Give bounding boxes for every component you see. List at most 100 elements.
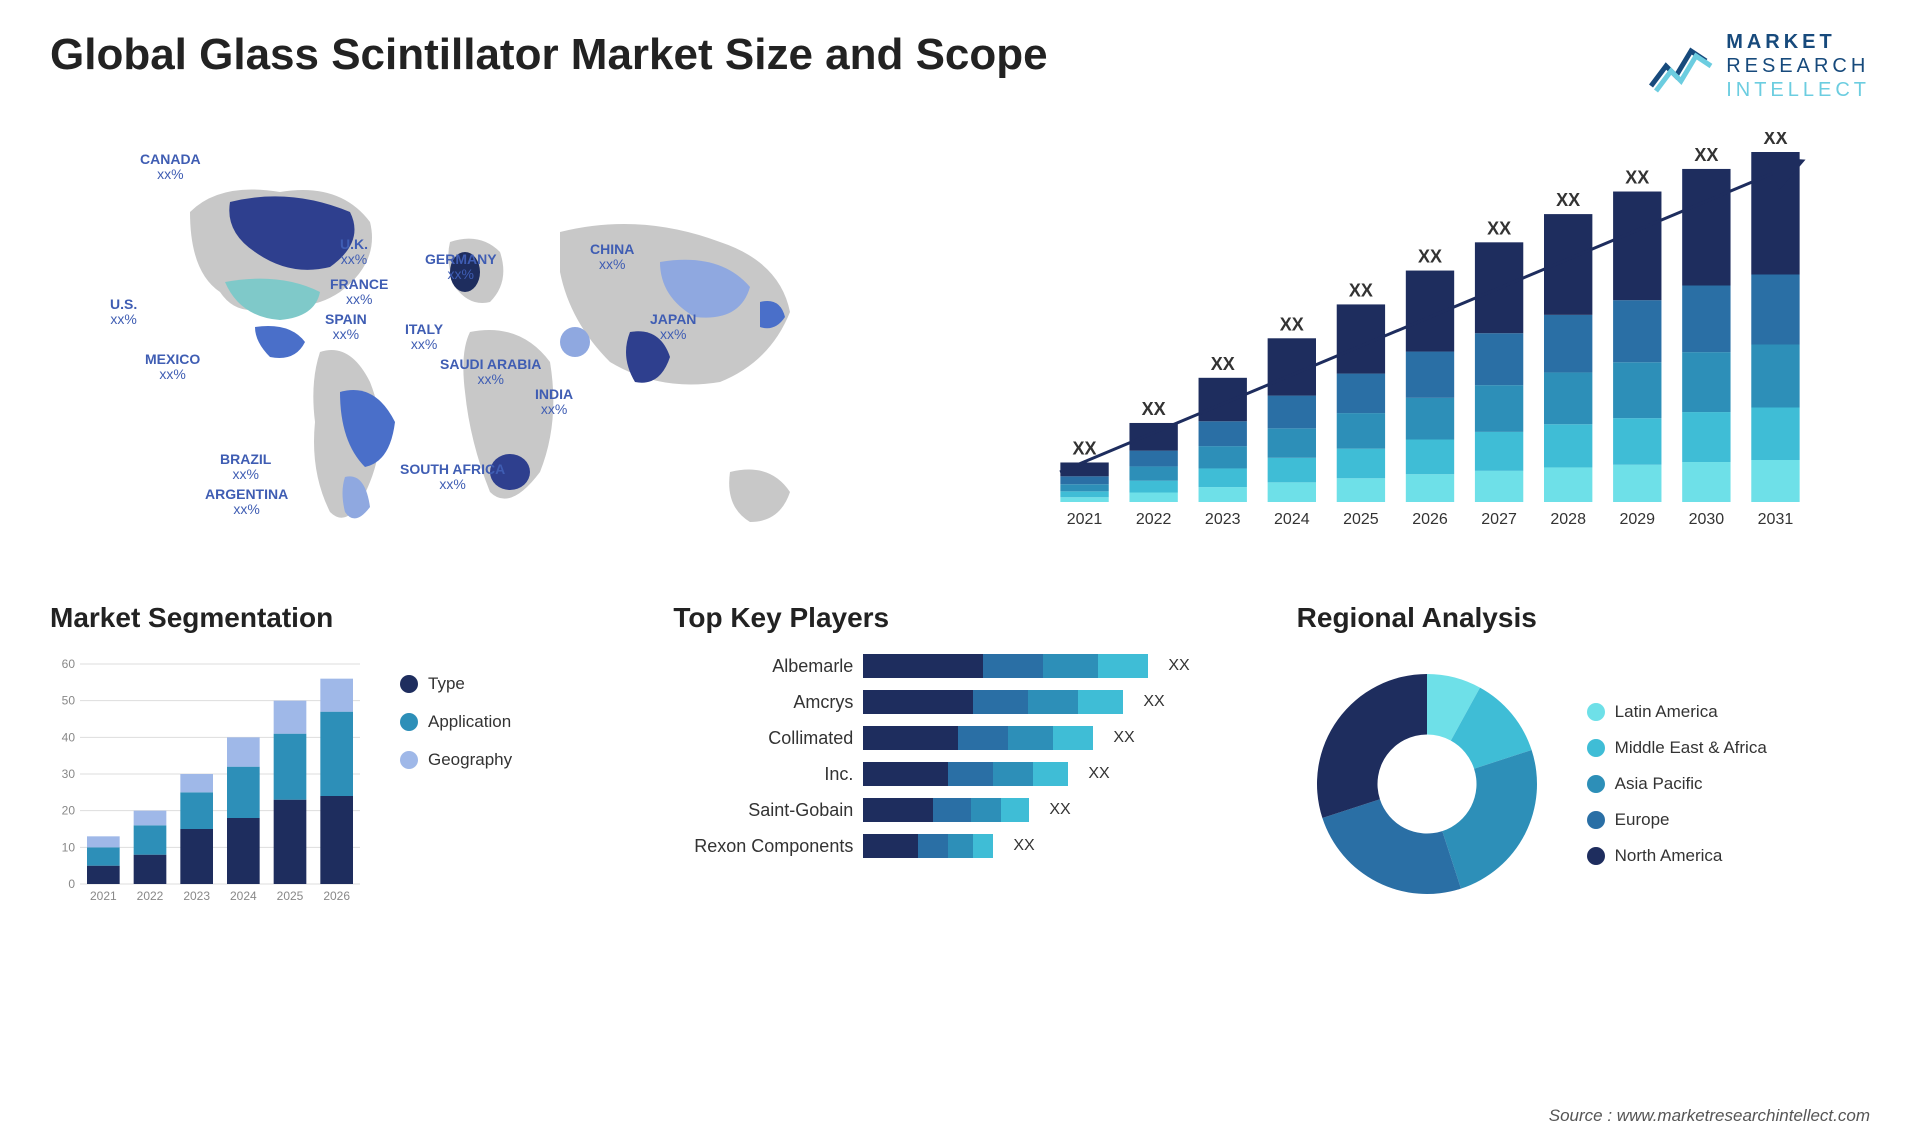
player-row: Albemarle XX bbox=[673, 654, 1246, 678]
player-value: XX bbox=[1013, 837, 1034, 855]
svg-text:2024: 2024 bbox=[1274, 511, 1310, 528]
segmentation-chart: 0 10 20 30 40 50 60 2021 2022 2023 2024 2025 2026 bbox=[50, 654, 370, 914]
svg-text:0: 0 bbox=[68, 877, 75, 891]
svg-text:2023: 2023 bbox=[1205, 511, 1241, 528]
segmentation-legend: Type Application Geography bbox=[400, 654, 512, 914]
source-text: Source : www.marketresearchintellect.com bbox=[1549, 1106, 1870, 1126]
player-bar bbox=[863, 798, 1029, 822]
key-players-chart: AlbemarleXXAmcrysXXCollimatedXXInc.XXSai… bbox=[673, 654, 1246, 858]
svg-text:50: 50 bbox=[62, 694, 76, 708]
legend-item: Latin America bbox=[1587, 702, 1767, 722]
key-players-section: Top Key Players Albemarle XX Amcrys XX Colli… bbox=[673, 602, 1246, 914]
map-label: BRAZILxx% bbox=[220, 452, 271, 483]
player-bar bbox=[863, 654, 1148, 678]
regional-section: Regional Analysis Latin AmericaMiddle Ea… bbox=[1297, 602, 1870, 914]
logo-line3: INTELLECT bbox=[1726, 78, 1870, 102]
svg-text:XX: XX bbox=[1487, 218, 1511, 238]
logo: MARKET RESEARCH INTELLECT bbox=[1646, 30, 1870, 102]
svg-text:2021: 2021 bbox=[1067, 511, 1103, 528]
svg-text:XX: XX bbox=[1556, 190, 1580, 210]
player-label: Albemarle bbox=[673, 656, 853, 677]
svg-text:2022: 2022 bbox=[1136, 511, 1172, 528]
map-label: FRANCExx% bbox=[330, 277, 388, 308]
svg-text:XX: XX bbox=[1694, 145, 1718, 165]
player-row: Inc. XX bbox=[673, 762, 1246, 786]
svg-text:XX: XX bbox=[1349, 280, 1373, 300]
legend-item: Asia Pacific bbox=[1587, 774, 1767, 794]
segmentation-title: Market Segmentation bbox=[50, 602, 623, 634]
svg-text:30: 30 bbox=[62, 767, 76, 781]
player-label: Inc. bbox=[673, 764, 853, 785]
legend-item: North America bbox=[1587, 846, 1767, 866]
legend-item: Type bbox=[400, 674, 512, 694]
svg-text:2023: 2023 bbox=[183, 889, 210, 903]
svg-text:2029: 2029 bbox=[1619, 511, 1655, 528]
player-label: Saint-Gobain bbox=[673, 800, 853, 821]
svg-text:2026: 2026 bbox=[1412, 511, 1448, 528]
svg-text:XX: XX bbox=[1280, 314, 1304, 334]
svg-text:2025: 2025 bbox=[277, 889, 304, 903]
player-row: CollimatedXX bbox=[673, 726, 1246, 750]
top-row: CANADAxx% U.S.xx% MEXICOxx% BRAZILxx% ARGENT… bbox=[50, 132, 1870, 552]
player-label: Rexon Components bbox=[673, 836, 853, 857]
svg-text:2024: 2024 bbox=[230, 889, 257, 903]
logo-line1: MARKET bbox=[1726, 30, 1870, 54]
page-title: Global Glass Scintillator Market Size an… bbox=[50, 30, 1048, 80]
svg-text:2028: 2028 bbox=[1550, 511, 1586, 528]
logo-line2: RESEARCH bbox=[1726, 54, 1870, 78]
svg-text:2030: 2030 bbox=[1689, 511, 1725, 528]
map-label: SOUTH AFRICAxx% bbox=[400, 462, 505, 493]
player-bar bbox=[863, 834, 993, 858]
logo-icon bbox=[1646, 36, 1716, 96]
svg-text:2025: 2025 bbox=[1343, 511, 1379, 528]
map-label: INDIAxx% bbox=[535, 387, 573, 418]
legend-item: Geography bbox=[400, 750, 512, 770]
player-label: Amcrys bbox=[673, 692, 853, 713]
svg-text:XX: XX bbox=[1763, 132, 1787, 148]
svg-text:XX: XX bbox=[1418, 247, 1442, 267]
map-label: ARGENTINAxx% bbox=[205, 487, 288, 518]
world-map-panel: CANADAxx% U.S.xx% MEXICOxx% BRAZILxx% ARGENT… bbox=[50, 132, 930, 552]
svg-text:2022: 2022 bbox=[137, 889, 164, 903]
regional-donut bbox=[1297, 654, 1557, 914]
growth-chart: XX 2021 XX 2022 XX 2023 XX 2024 XX 2025 XX 2026 XX 20… bbox=[990, 132, 1870, 552]
regional-legend: Latin AmericaMiddle East & AfricaAsia Pa… bbox=[1587, 702, 1767, 866]
map-label: JAPANxx% bbox=[650, 312, 696, 343]
player-value: XX bbox=[1143, 693, 1164, 711]
player-row: Rexon Components XX bbox=[673, 834, 1246, 858]
player-bar bbox=[863, 690, 1123, 714]
map-label: SAUDI ARABIAxx% bbox=[440, 357, 541, 388]
player-value: XX bbox=[1049, 801, 1070, 819]
svg-text:XX: XX bbox=[1142, 399, 1166, 419]
svg-text:2026: 2026 bbox=[323, 889, 350, 903]
svg-text:60: 60 bbox=[62, 657, 76, 671]
player-row: Amcrys XX bbox=[673, 690, 1246, 714]
svg-text:40: 40 bbox=[62, 730, 76, 744]
svg-text:2031: 2031 bbox=[1758, 511, 1794, 528]
player-row: Saint-Gobain XX bbox=[673, 798, 1246, 822]
legend-item: Europe bbox=[1587, 810, 1767, 830]
segmentation-section: Market Segmentation 0 10 20 30 40 50 60 2021 202… bbox=[50, 602, 623, 914]
player-value: XX bbox=[1088, 765, 1109, 783]
map-label: U.K.xx% bbox=[340, 237, 368, 268]
svg-text:XX: XX bbox=[1073, 438, 1097, 458]
svg-text:10: 10 bbox=[62, 840, 76, 854]
map-label: U.S.xx% bbox=[110, 297, 137, 328]
legend-item: Application bbox=[400, 712, 512, 732]
map-label: SPAINxx% bbox=[325, 312, 367, 343]
svg-text:20: 20 bbox=[62, 804, 76, 818]
regional-title: Regional Analysis bbox=[1297, 602, 1870, 634]
player-bar bbox=[863, 726, 1093, 750]
map-label: GERMANYxx% bbox=[425, 252, 497, 283]
map-label: CHINAxx% bbox=[590, 242, 634, 273]
player-label: Collimated bbox=[673, 728, 853, 749]
map-label: MEXICOxx% bbox=[145, 352, 200, 383]
svg-text:2021: 2021 bbox=[90, 889, 117, 903]
header: Global Glass Scintillator Market Size an… bbox=[50, 30, 1870, 102]
map-label: CANADAxx% bbox=[140, 152, 201, 183]
player-value: XX bbox=[1168, 657, 1189, 675]
bottom-row: Market Segmentation 0 10 20 30 40 50 60 2021 202… bbox=[50, 602, 1870, 914]
player-bar bbox=[863, 762, 1068, 786]
map-label: ITALYxx% bbox=[405, 322, 443, 353]
key-players-title: Top Key Players bbox=[673, 602, 1246, 634]
